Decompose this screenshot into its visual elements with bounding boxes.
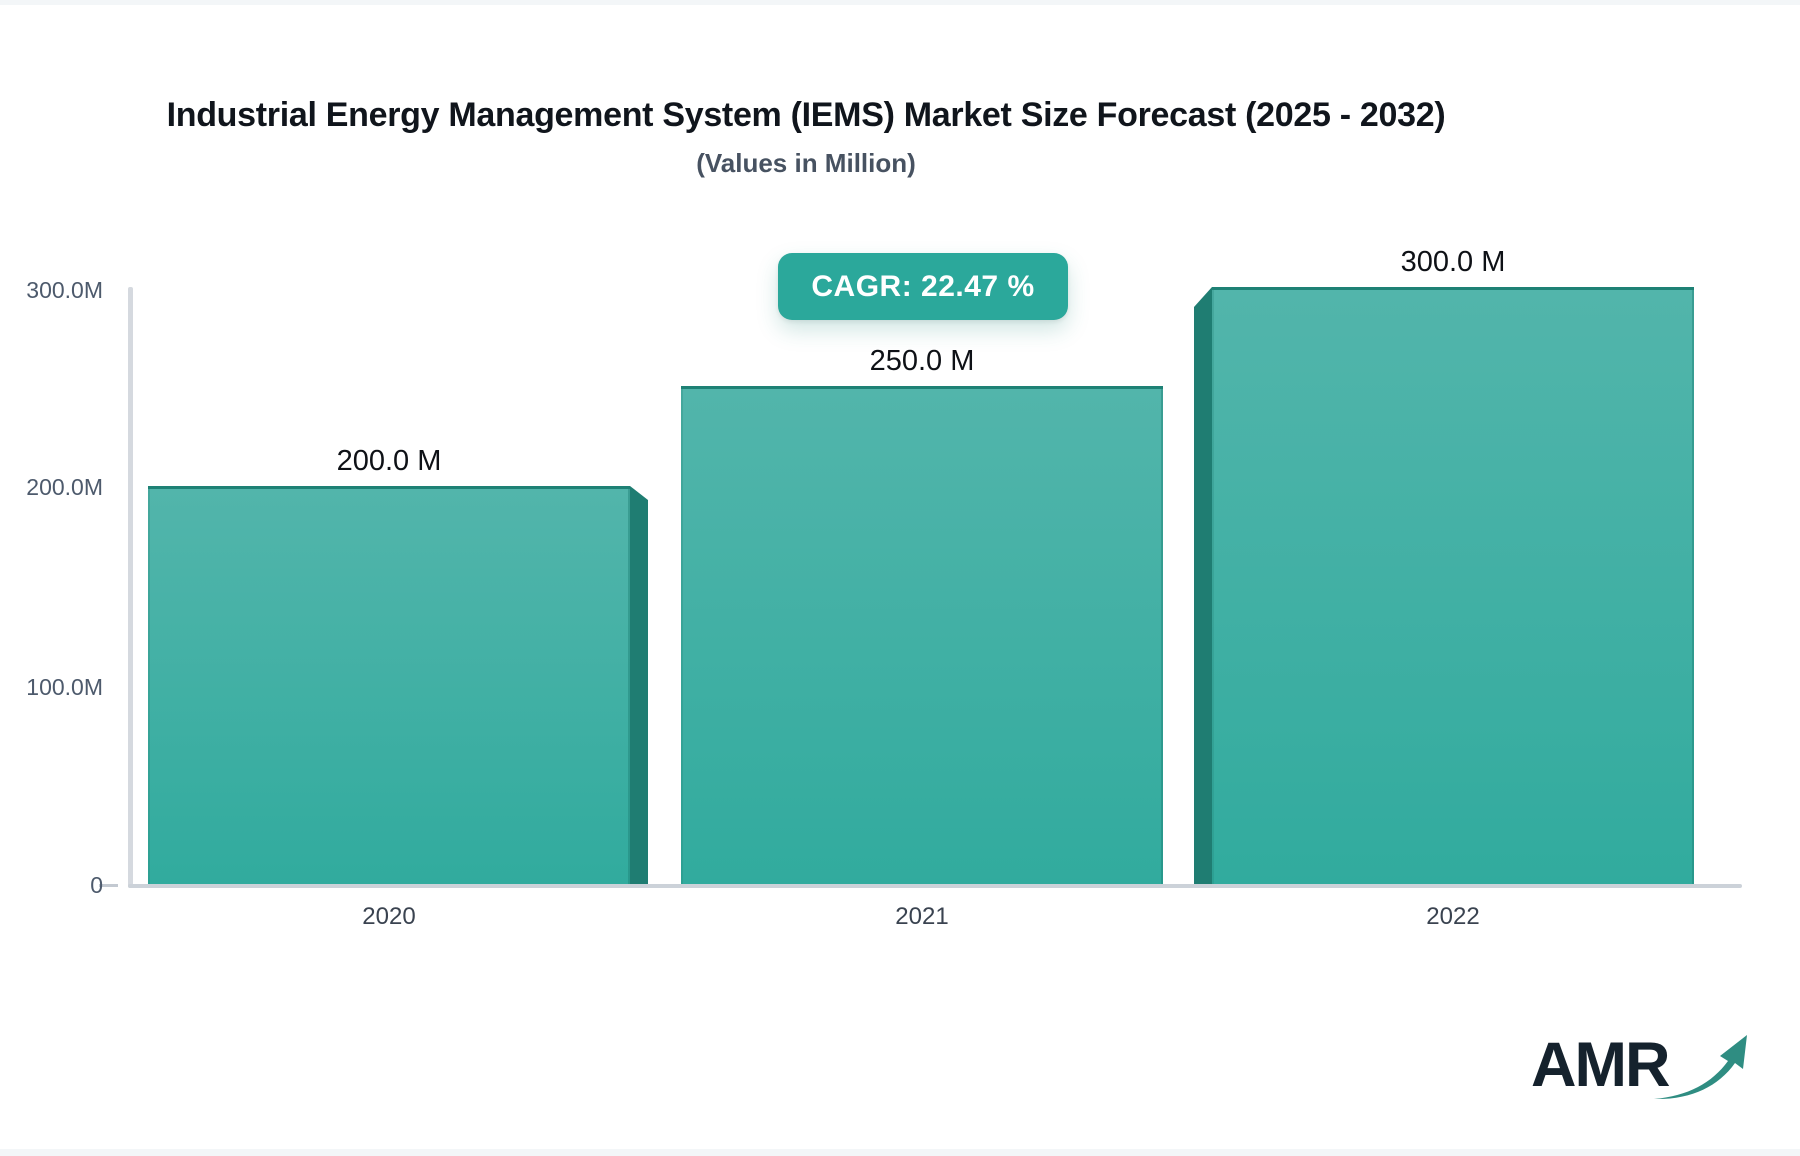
bar-2022-side-shadow bbox=[1194, 287, 1212, 884]
bar-2021-value-label: 250.0 M bbox=[869, 345, 975, 377]
x-tick-2020: 2020 bbox=[362, 903, 416, 930]
page-bottom-border bbox=[0, 1149, 1800, 1156]
y-tick-200m: 200.0M bbox=[26, 474, 103, 500]
y-tick-300m: 300.0M bbox=[26, 277, 103, 303]
growth-arrow-icon bbox=[1652, 1030, 1752, 1107]
chart-title: Industrial Energy Management System (IEM… bbox=[166, 96, 1446, 134]
chart-subtitle: (Values in Million) bbox=[696, 148, 916, 178]
y-tick-100m: 100.0M bbox=[26, 674, 103, 700]
x-tick-2022: 2022 bbox=[1426, 903, 1480, 930]
x-axis-line bbox=[128, 884, 1742, 888]
y-axis-zero-tick bbox=[99, 884, 118, 887]
page-top-border bbox=[0, 0, 1800, 5]
bar-2020-value-label: 200.0 M bbox=[336, 445, 442, 477]
x-tick-2021: 2021 bbox=[895, 903, 949, 930]
cagr-badge: CAGR: 22.47 % bbox=[778, 253, 1068, 320]
amr-logo-text: AMR bbox=[1531, 1030, 1670, 1100]
bar-2020-side-shadow bbox=[630, 486, 648, 884]
y-tick-0: 0 bbox=[90, 872, 103, 898]
y-axis-line bbox=[128, 287, 133, 888]
bar-2020-face bbox=[148, 486, 630, 884]
bar-2022-value-label: 300.0 M bbox=[1400, 246, 1506, 278]
amr-logo: AMR bbox=[1531, 1032, 1752, 1107]
bar-2021-face bbox=[681, 386, 1163, 884]
bar-2022-face bbox=[1212, 287, 1694, 884]
